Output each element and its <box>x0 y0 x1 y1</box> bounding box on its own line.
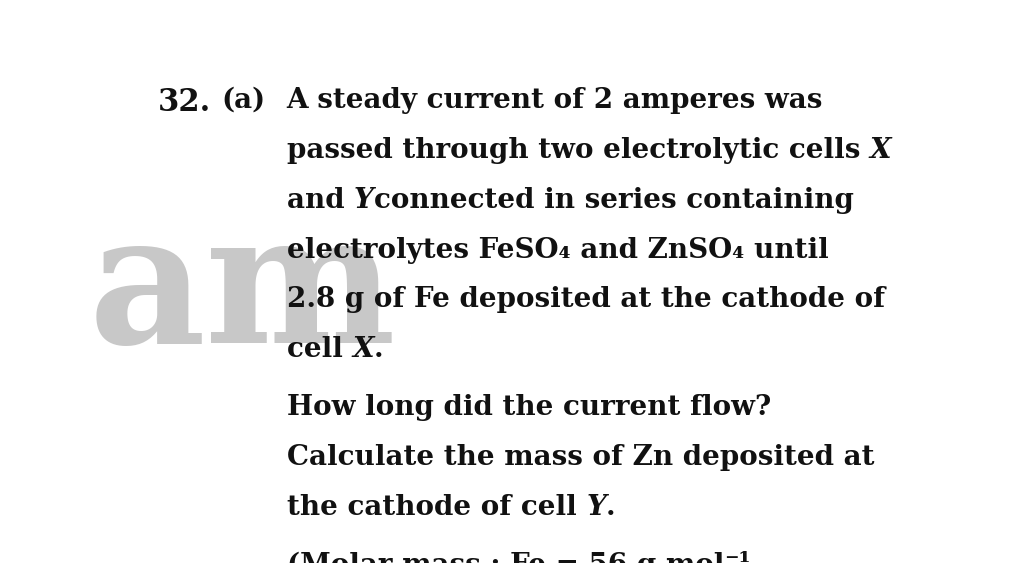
Text: .: . <box>374 336 383 363</box>
Text: X: X <box>352 336 374 363</box>
Text: Y: Y <box>354 187 374 214</box>
Text: Y: Y <box>586 494 606 521</box>
Text: X: X <box>869 137 891 164</box>
Text: passed through two electrolytic cells: passed through two electrolytic cells <box>287 137 869 164</box>
Text: the cathode of cell: the cathode of cell <box>287 494 586 521</box>
Text: How long did the current flow?: How long did the current flow? <box>287 394 771 421</box>
Text: electrolytes FeSO₄ and ZnSO₄ until: electrolytes FeSO₄ and ZnSO₄ until <box>287 236 828 263</box>
Text: cell: cell <box>287 336 352 363</box>
Text: Calculate the mass of Zn deposited at: Calculate the mass of Zn deposited at <box>287 444 874 471</box>
Text: A steady current of 2 amperes was: A steady current of 2 amperes was <box>287 87 823 114</box>
Text: .: . <box>606 494 615 521</box>
Text: 2.8 g of Fe deposited at the cathode of: 2.8 g of Fe deposited at the cathode of <box>287 287 885 314</box>
Text: ⁻¹: ⁻¹ <box>724 551 751 563</box>
Text: am: am <box>88 205 396 381</box>
Text: (Molar mass : Fe = 56 g mol: (Molar mass : Fe = 56 g mol <box>287 551 724 563</box>
Text: and: and <box>287 187 354 214</box>
Text: connected in series containing: connected in series containing <box>374 187 854 214</box>
Text: (a): (a) <box>221 87 266 114</box>
Text: 32.: 32. <box>158 87 211 118</box>
